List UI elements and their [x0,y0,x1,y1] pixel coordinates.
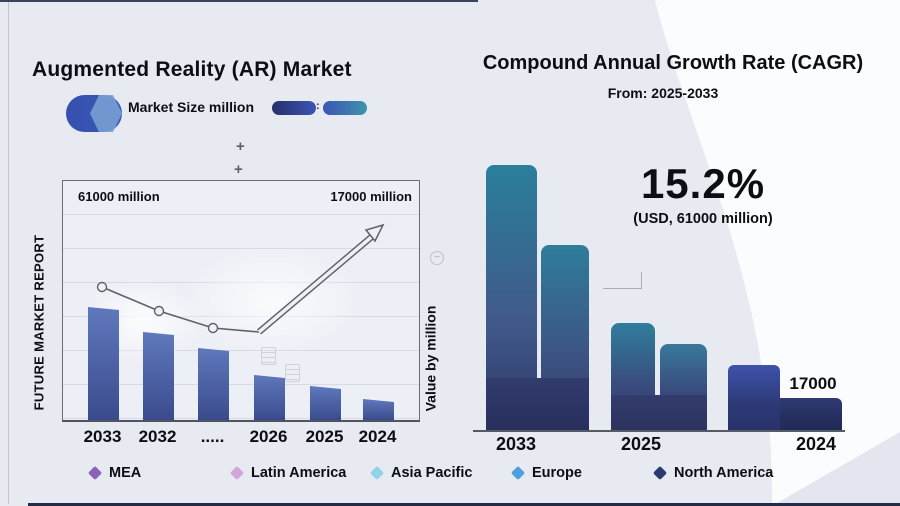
x-axis-label-2026: 2026 [249,427,288,446]
market-size-bar-2026 [254,375,285,420]
legend-item-asia-pacific: Asia Pacific [369,465,473,481]
legend-item-europe: Europe [510,465,582,481]
cagr-x-label-2024: 2024 [795,434,837,454]
x-axis-label-2033: 2033 [83,427,122,446]
brand-logo-icon [66,95,122,132]
trend-marker-icon [207,322,219,334]
legend-label: MEA [109,465,142,481]
market-size-chart: 61000 million 17000 million [62,180,420,422]
legend-label: Latin America [251,465,347,481]
trend-marker-icon [96,281,108,293]
cagr-x-label-2033: 2033 [495,434,537,454]
legend-label: North America [674,465,774,481]
chart-max-label: 61000 million [78,189,160,204]
cagr-title: Compound Annual Growth Rate (CAGR) [482,52,864,74]
cagr-bar-base-2033 [486,378,589,430]
page-title: Augmented Reality (AR) Market [32,58,352,81]
frame-border-top [0,0,478,2]
cagr-subtitle: From: 2025-2033 [607,85,719,101]
plus-mark-decoration: + [234,161,243,178]
chart-end-label: 17000 million [330,189,412,204]
region-legend: MEA Latin America Asia Pacific Europe No… [0,465,900,487]
cagr-bar-2024-2 [780,398,842,430]
minus-circle-icon: − [430,251,444,265]
trend-marker-icon [153,305,165,317]
frame-border-bottom [28,503,900,506]
trend-line [101,286,260,333]
ratio-pill-right [323,101,367,115]
market-size-bar-2033 [88,307,119,420]
x-axis-label-2025: 2025 [305,427,344,446]
x-axis-label-2024: 2024 [358,427,397,446]
arrow-outline [256,231,378,335]
legend-item-latin-america: Latin America [229,465,347,481]
legend-item-mea: MEA [87,465,142,481]
mea-diamond-icon [87,465,103,481]
cagr-chart-axis [473,430,845,432]
europe-diamond-icon [510,465,526,481]
value-axis-label: Value by million [422,305,439,412]
ratio-pill-left [272,101,316,115]
x-axis-label-.....: ..... [200,427,225,446]
value-annotation-17000: 17000 [789,374,837,393]
market-size-bar-2032 [143,332,174,420]
market-size-bar-..... [198,348,229,420]
legend-label: Europe [532,465,582,481]
cagr-x-label-2025: 2025 [620,434,662,454]
future-market-report-watermark: FUTURE MARKET REPORT [31,234,47,411]
cagr-bar-2024-1 [728,365,780,430]
ratio-separator: : [316,100,320,112]
up-right-arrowhead-icon [364,223,385,243]
x-axis-label-2032: 2032 [138,427,177,446]
cagr-percentage: 15.2% [640,160,766,207]
ghost-document-icon [261,347,276,365]
cagr-usd-note: (USD, 61000 million) [633,211,773,227]
market-size-bar-2025 [310,386,341,420]
asia-pacific-diamond-icon [369,465,385,481]
step-line-decoration [603,272,642,289]
market-size-bar-2024 [363,399,394,420]
legend-label: Asia Pacific [391,465,473,481]
north-america-diamond-icon [652,465,668,481]
frame-border-left [8,2,9,504]
market-size-caption: Market Size million [128,99,255,115]
ghost-document-icon [285,364,300,382]
white-curve-shape [655,0,900,506]
arrow-fill [257,232,377,334]
cagr-bar-base-2025 [611,395,707,430]
latin-america-diamond-icon [229,465,245,481]
corner-shade-shape [772,432,900,506]
plus-mark-decoration: + [236,138,245,155]
legend-item-north-america: North America [652,465,774,481]
